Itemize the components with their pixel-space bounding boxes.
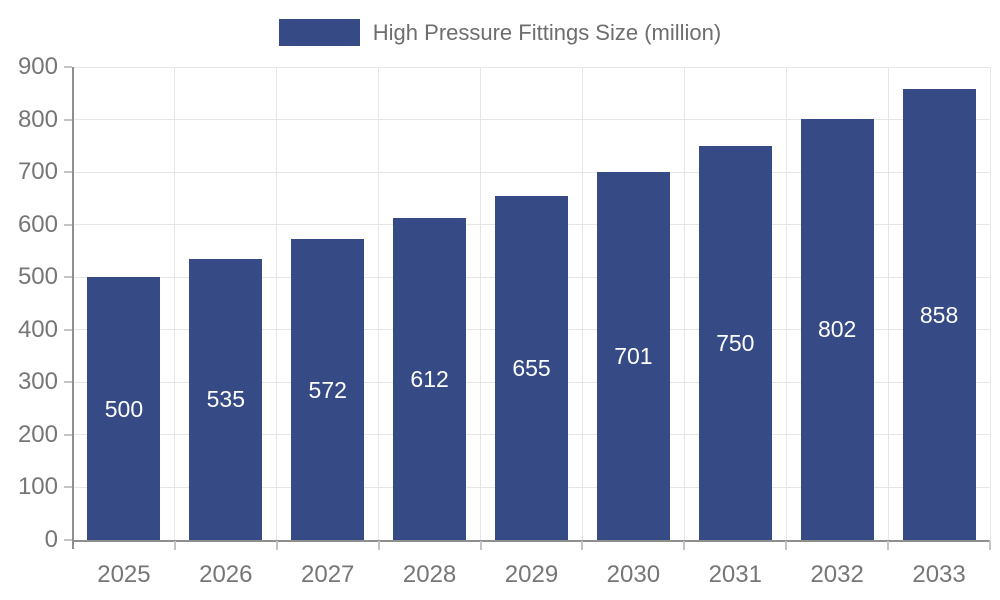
gridline-v	[785, 67, 787, 540]
bar-value-label: 535	[206, 386, 246, 413]
y-tick-mark	[64, 223, 72, 226]
y-tick-label: 500	[17, 263, 58, 291]
gridline-v	[683, 67, 685, 540]
gridline-v	[174, 67, 176, 540]
y-tick-mark	[64, 118, 72, 121]
x-axis-line	[71, 539, 990, 542]
x-tick-label: 2031	[708, 561, 762, 588]
x-tick-label: 2025	[97, 561, 151, 588]
gridline-v	[480, 67, 482, 540]
y-tick-mark	[64, 66, 72, 68]
legend[interactable]: High Pressure Fittings Size (million)	[0, 19, 1000, 46]
bar-value-label: 802	[817, 316, 857, 343]
x-tick-mark	[581, 541, 584, 550]
legend-swatch[interactable]	[278, 19, 360, 46]
bar-value-label: 572	[308, 376, 347, 403]
x-tick-label: 2032	[810, 561, 864, 588]
bar-2028[interactable]	[393, 218, 467, 540]
bar-2025[interactable]	[87, 277, 161, 540]
bar-value-label: 701	[614, 342, 653, 369]
x-tick-mark	[989, 541, 991, 550]
bar-2026[interactable]	[189, 258, 263, 540]
y-tick-mark	[64, 486, 72, 489]
x-tick-mark	[683, 541, 686, 550]
y-tick-mark	[64, 539, 72, 541]
bar-value-label: 655	[512, 354, 551, 381]
gridline-h	[73, 119, 990, 121]
gridline-v	[989, 67, 991, 540]
x-tick-label: 2030	[606, 561, 661, 588]
x-tick-mark	[479, 541, 482, 550]
bar-2027[interactable]	[291, 239, 365, 540]
bar-2030[interactable]	[596, 171, 670, 540]
y-axis-line	[71, 67, 74, 549]
x-tick-label: 2028	[402, 561, 457, 588]
bar-2031[interactable]	[698, 145, 772, 540]
gridline-v	[276, 67, 278, 540]
y-tick-mark	[64, 276, 72, 279]
y-tick-label: 0	[44, 526, 58, 553]
y-tick-label: 200	[17, 420, 58, 448]
bar-2033[interactable]	[902, 89, 976, 540]
x-tick-mark	[785, 541, 788, 550]
y-tick-mark	[64, 171, 72, 174]
bar-2032[interactable]	[800, 118, 874, 540]
gridline-v	[581, 67, 583, 540]
y-tick-label: 100	[17, 473, 58, 501]
y-tick-label: 300	[17, 368, 58, 396]
bar-value-label: 750	[716, 329, 755, 356]
gridline-h	[73, 171, 990, 173]
plot-area: 500 535 572 612 655 701 750 802 858	[73, 66, 991, 540]
bar-value-label: 612	[410, 366, 449, 393]
x-tick-label: 2026	[199, 561, 253, 588]
x-tick-label: 2029	[504, 561, 559, 588]
bar-2029[interactable]	[495, 195, 568, 540]
y-tick-mark	[64, 328, 72, 331]
y-tick-label: 700	[17, 158, 58, 186]
x-tick-label: 2033	[912, 561, 966, 588]
y-tick-label: 800	[17, 105, 58, 133]
legend-label[interactable]: High Pressure Fittings Size (million)	[372, 19, 722, 45]
y-tick-label: 900	[17, 53, 58, 80]
gridline-h	[73, 66, 990, 68]
x-tick-mark	[275, 541, 278, 550]
x-tick-mark	[887, 541, 890, 550]
bar-value-label: 500	[104, 395, 144, 422]
y-tick-mark	[64, 433, 72, 436]
gridline-v	[887, 67, 889, 540]
x-tick-mark	[173, 541, 176, 550]
x-tick-mark	[377, 541, 380, 550]
y-tick-mark	[64, 381, 72, 384]
y-tick-label: 600	[17, 210, 58, 238]
x-tick-label: 2027	[301, 561, 355, 588]
y-tick-label: 400	[17, 315, 58, 343]
bar-value-label: 858	[919, 301, 959, 328]
gridline-v	[378, 67, 380, 540]
